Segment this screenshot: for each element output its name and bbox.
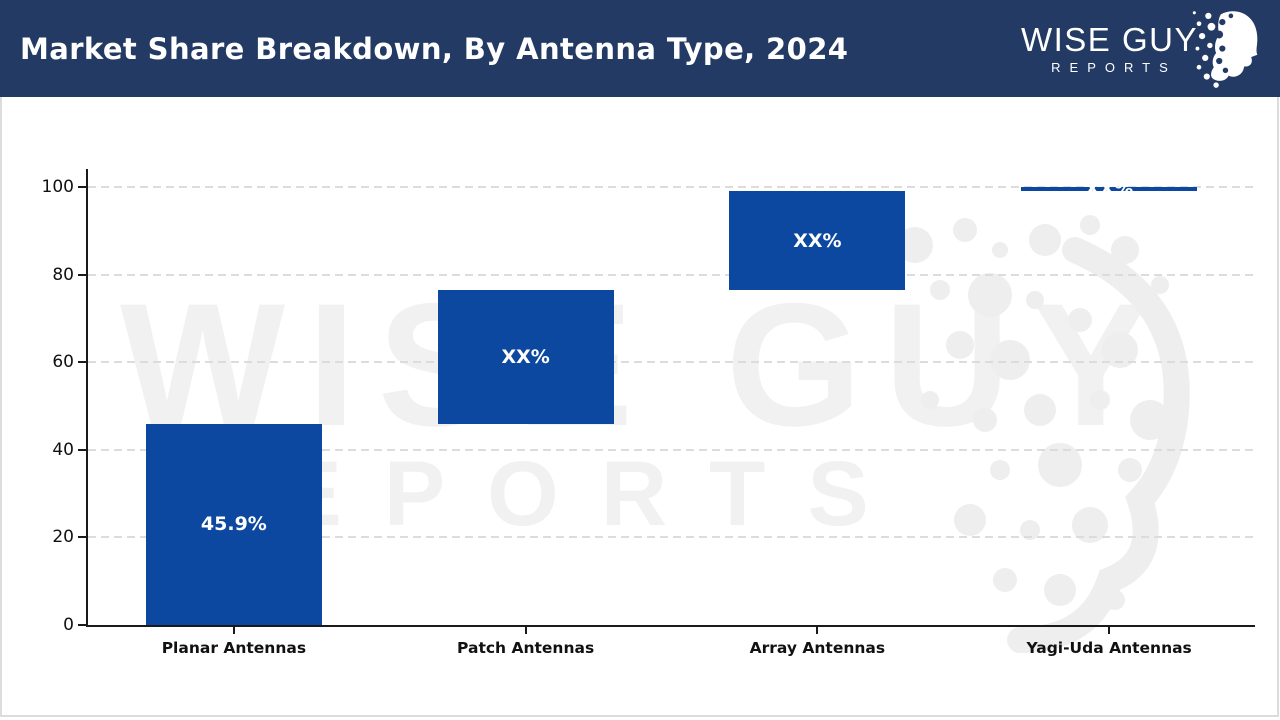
header-bar: Market Share Breakdown, By Antenna Type,…	[0, 0, 1280, 97]
bar-patch-antennas: XX%	[437, 289, 614, 424]
y-tick-label-0: 0	[63, 615, 74, 635]
gridline-y20	[88, 536, 1255, 539]
y-axis-line	[86, 169, 88, 627]
y-tick-60	[78, 361, 86, 364]
x-tick-0	[232, 627, 235, 634]
bar-value-label: XX%	[501, 345, 550, 368]
y-tick-label-80: 80	[52, 264, 74, 285]
x-tick-1	[524, 627, 527, 634]
bar-planar-antennas: 45.9%	[145, 423, 322, 625]
x-tick-2	[816, 627, 819, 634]
gridline-y100	[88, 186, 1255, 188]
gridline-y60	[88, 361, 1255, 364]
y-tick-label-60: 60	[52, 352, 74, 373]
bar-yagi-uda-antennas: XX%	[1021, 178, 1198, 200]
bar-value-label: 45.9%	[200, 513, 267, 536]
y-tick-20	[78, 536, 86, 539]
y-tick-0	[78, 624, 86, 626]
x-tick-3	[1108, 627, 1111, 634]
y-tick-label-40: 40	[52, 439, 74, 460]
bar-value-label: XX%	[1084, 178, 1134, 201]
brand-logo: WISE GUY REPORTS	[1021, 0, 1266, 97]
category-label-2: Array Antennas	[749, 639, 886, 657]
bar-array-antennas: XX%	[729, 191, 906, 290]
y-tick-label-20: 20	[52, 527, 74, 548]
category-label-0: Planar Antennas	[161, 639, 307, 657]
logo-subtitle: REPORTS	[1051, 59, 1177, 75]
y-tick-100	[78, 186, 86, 188]
gridline-y40	[88, 448, 1255, 451]
bar-value-label: XX%	[793, 229, 842, 252]
y-tick-label-100: 100	[41, 177, 74, 197]
watermark-head-icon	[880, 198, 1220, 662]
category-label-1: Patch Antennas	[457, 639, 595, 657]
gridline-y80	[88, 273, 1255, 276]
y-tick-40	[78, 448, 86, 451]
dotted-head-icon	[1188, 5, 1266, 93]
y-tick-80	[78, 273, 86, 276]
x-axis-line	[86, 625, 1255, 627]
page-title: Market Share Breakdown, By Antenna Type,…	[20, 31, 849, 66]
category-label-3: Yagi-Uda Antennas	[1026, 639, 1192, 657]
logo-wordmark: WISE GUY	[1020, 20, 1198, 58]
